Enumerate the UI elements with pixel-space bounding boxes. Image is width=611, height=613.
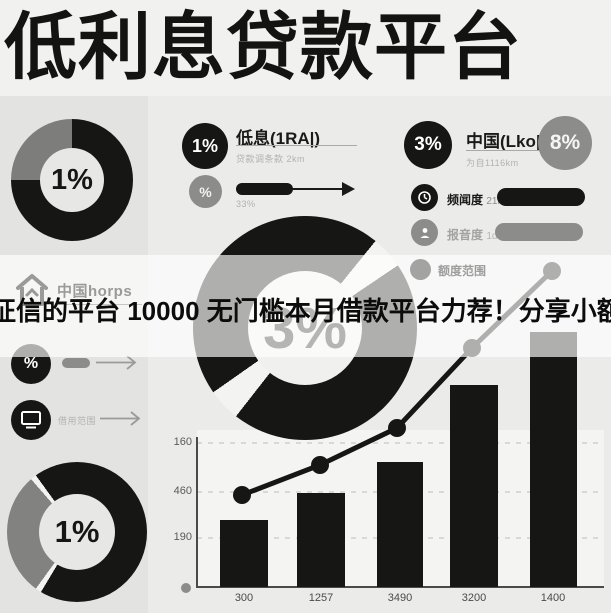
headline-text: 征信的平台 10000 无门槛本月借款平台力荐！分享小额网贷口子10000 <box>0 296 611 326</box>
section-subtitle: 为自1116km <box>466 158 519 168</box>
arrow-right-icon <box>292 182 355 196</box>
bar <box>450 385 498 587</box>
stat-badge-gray: 8% <box>538 116 592 170</box>
bar <box>220 520 268 587</box>
divider <box>466 150 554 151</box>
row-label-text: 报音度 <box>447 228 484 242</box>
arrow-right-icon <box>100 411 141 426</box>
percent-badge-value: % <box>199 183 212 200</box>
bar <box>297 493 345 587</box>
y-tick-label: 160 <box>173 436 192 448</box>
data-point <box>388 419 406 437</box>
row-icon-bubble <box>11 400 51 440</box>
bar <box>530 332 577 587</box>
stat-badge-value: 1% <box>191 135 218 156</box>
data-point <box>311 456 329 474</box>
data-point <box>233 486 251 504</box>
monitor-icon <box>21 411 41 429</box>
section-subtitle: 贷款调条款 2km <box>236 154 306 164</box>
stat-badge: 1% <box>182 123 228 169</box>
bar-caption: 33% <box>236 199 256 209</box>
row-label-text: 频闻度 <box>447 193 484 207</box>
origin-dot <box>181 583 191 593</box>
mini-bar <box>62 358 90 368</box>
x-tick-label: 1400 <box>540 592 566 604</box>
stat-badge-value: 3% <box>414 134 442 155</box>
x-tick-label: 1257 <box>308 592 334 604</box>
row-caption: 借用范围 <box>58 416 97 426</box>
donut-value: 1% <box>51 163 93 196</box>
header-banner: 低利息贷款平台 <box>0 0 611 96</box>
value-bar <box>497 188 585 206</box>
row-icon-bubble <box>411 184 438 211</box>
section-title: 中国(Lko|) <box>466 132 547 151</box>
legend-label: 额度范围 <box>438 264 487 278</box>
divider <box>57 304 142 305</box>
x-tick-label: 3200 <box>461 592 487 604</box>
home-icon <box>16 274 48 306</box>
row-icon-bubble <box>411 219 438 246</box>
user-icon <box>420 227 429 238</box>
donut-chart-top-left: 1% <box>11 119 133 241</box>
y-tick-label: 190 <box>173 531 192 543</box>
overlay-band <box>0 255 611 357</box>
clock-icon <box>418 191 431 204</box>
stat-badge-value: 8% <box>549 131 581 154</box>
value-bar <box>495 223 583 241</box>
y-tick-label: 460 <box>173 485 192 497</box>
donut-value: 1% <box>54 514 100 549</box>
page-title: 低利息贷款平台 <box>4 7 522 88</box>
legend-dot-icon <box>410 259 431 280</box>
bar <box>377 462 423 587</box>
donut-chart-bottom-left: 1% <box>7 462 147 602</box>
percent-badge: % <box>189 175 222 208</box>
x-tick-label: 3490 <box>387 592 413 604</box>
home-label: 中国horps <box>57 283 133 300</box>
x-tick-label: 300 <box>234 592 254 604</box>
progress-bar <box>236 183 293 195</box>
arrow-right-icon <box>96 355 137 370</box>
percent-badge-value: % <box>23 355 39 372</box>
section-title: 低息(1RA|) <box>236 129 321 148</box>
divider <box>236 145 357 146</box>
stat-badge: 3% <box>404 121 452 169</box>
